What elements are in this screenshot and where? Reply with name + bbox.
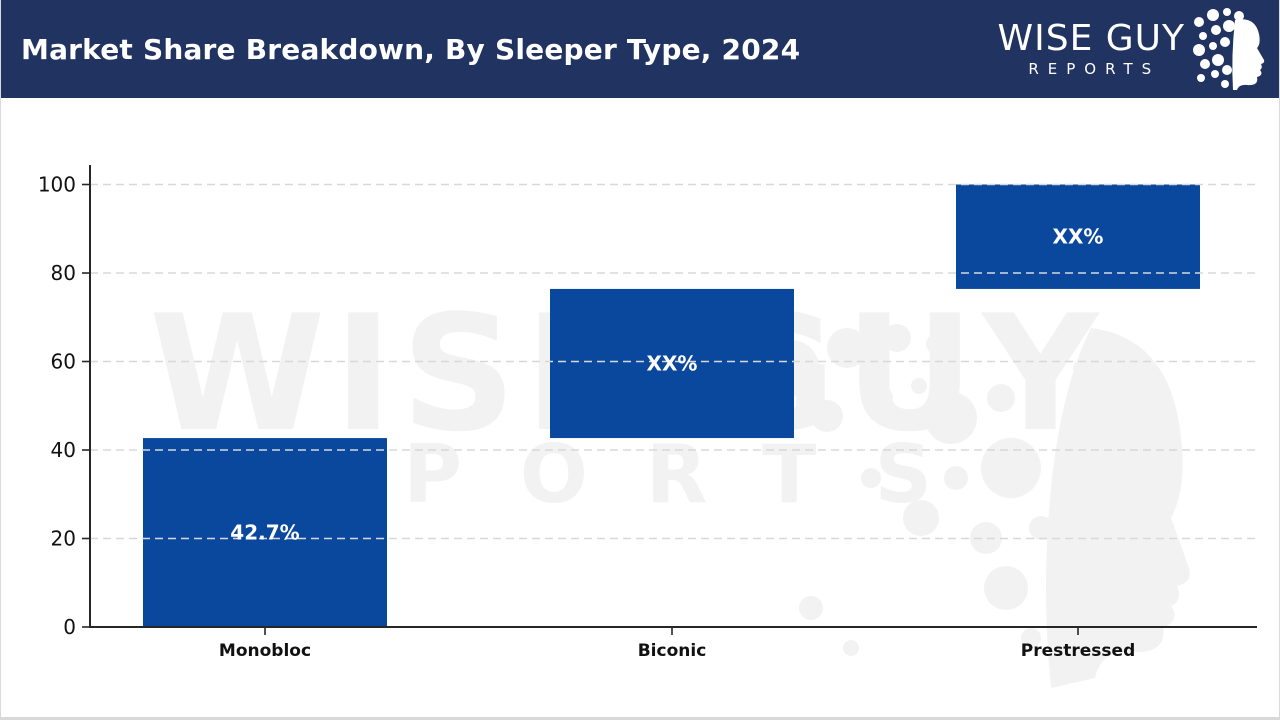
wise-guy-logo: WISE GUY REPORTS <box>998 6 1268 92</box>
bar-monobloc <box>143 438 387 627</box>
logo-wordmark-line1: WISE GUY <box>997 18 1185 59</box>
bar-label-prestressed: XX% <box>1053 225 1104 249</box>
bar-biconic <box>550 288 794 439</box>
bar-label-monobloc: 42.7% <box>230 521 299 545</box>
y-tick-label-0: 0 <box>63 615 76 639</box>
logo-wordmark-line2: REPORTS <box>1028 60 1161 78</box>
y-tick-label-80: 80 <box>51 261 76 285</box>
bar-label-biconic: XX% <box>647 351 698 375</box>
logo-face-icon <box>1193 8 1265 90</box>
y-tick-label-40: 40 <box>51 438 76 462</box>
y-tick-label-20: 20 <box>51 527 76 551</box>
chart-title: Market Share Breakdown, By Sleeper Type,… <box>21 32 801 66</box>
x-tick-label-biconic: Biconic <box>638 641 707 661</box>
y-tick-label-100: 100 <box>38 173 76 197</box>
bar-prestressed <box>956 184 1200 289</box>
x-tick-label-prestressed: Prestressed <box>1021 641 1135 661</box>
y-tick-label-60: 60 <box>51 350 76 374</box>
header: Market Share Breakdown, By Sleeper Type,… <box>1 0 1279 98</box>
bottom-border <box>1 717 1279 720</box>
logo-wordmark: WISE GUY REPORTS <box>997 18 1186 79</box>
x-tick-label-monobloc: Monobloc <box>219 641 311 661</box>
